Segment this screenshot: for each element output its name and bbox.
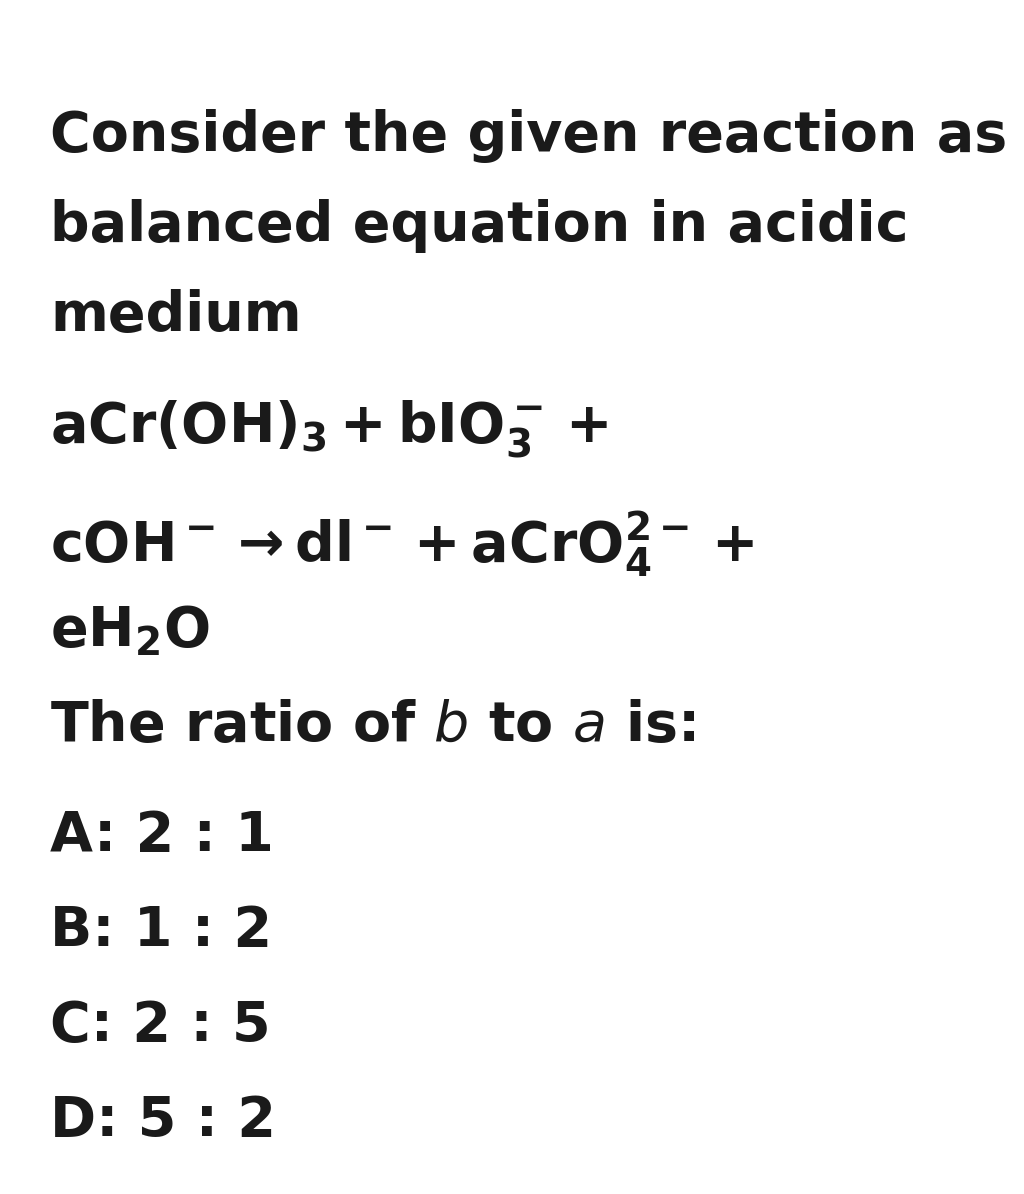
Text: B: 1 : 2: B: 1 : 2: [50, 904, 272, 958]
Text: C: 2 : 5: C: 2 : 5: [50, 999, 270, 1053]
Text: balanced equation in acidic: balanced equation in acidic: [50, 199, 908, 253]
Text: $\mathbf{aCr(OH)_3 + bIO_3^- +}$: $\mathbf{aCr(OH)_3 + bIO_3^- +}$: [50, 399, 608, 461]
Text: D: 5 : 2: D: 5 : 2: [50, 1094, 276, 1147]
Text: A: 2 : 1: A: 2 : 1: [50, 810, 273, 863]
Text: Consider the given reaction as: Consider the given reaction as: [50, 109, 1008, 164]
Text: $\mathbf{cOH^- \rightarrow dl^- + aCrO_4^{2-} +}$: $\mathbf{cOH^- \rightarrow dl^- + aCrO_4…: [50, 509, 754, 579]
Text: The ratio of $b$ to $a$ is:: The ratio of $b$ to $a$ is:: [50, 698, 695, 753]
Text: medium: medium: [50, 289, 302, 343]
Text: $\mathbf{eH_2O}$: $\mathbf{eH_2O}$: [50, 604, 210, 658]
